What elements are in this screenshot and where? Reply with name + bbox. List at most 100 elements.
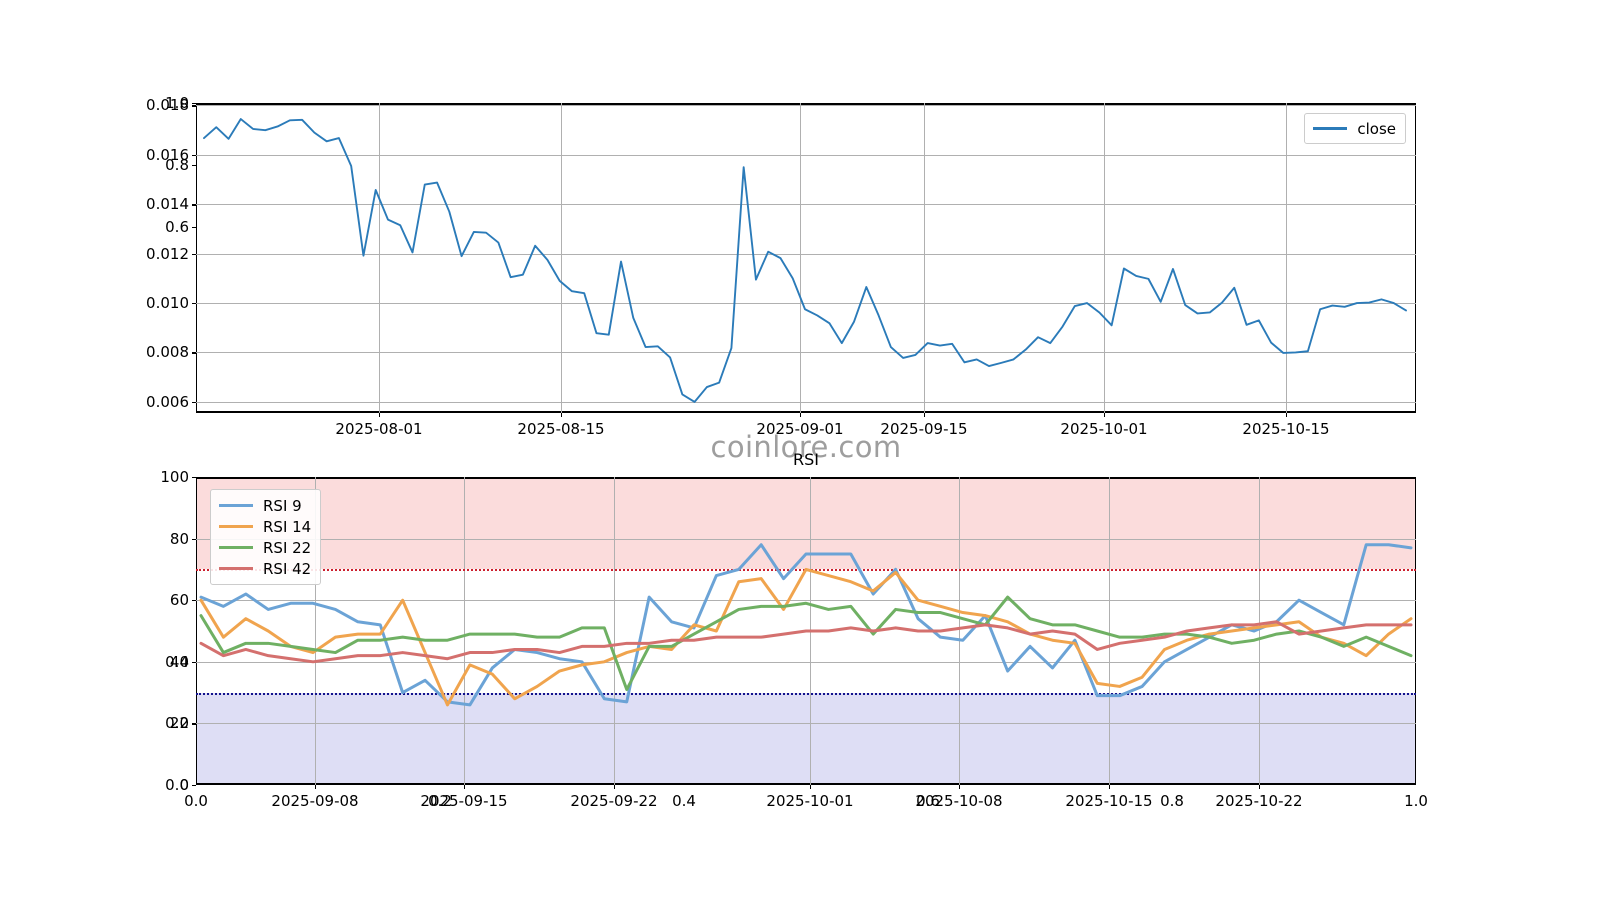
y-axis-tickmark — [192, 538, 196, 540]
rsi-vgridline-2 — [614, 477, 615, 785]
y-axis-secondary-label: 0.8 — [165, 156, 189, 174]
rsi-line-rsi-14 — [199, 567, 1413, 707]
x-axis-label: 2025-09-15 — [880, 420, 968, 438]
price-gridline-0.014 — [196, 204, 1416, 206]
x-axis-label: 2025-09-15 — [420, 792, 508, 810]
legend-entry-label: RSI 14 — [263, 517, 312, 536]
price-gridline-0.016 — [196, 154, 1416, 156]
legend-entry[interactable]: RSI 14 — [219, 516, 311, 537]
x-axis-label: 2025-08-15 — [517, 420, 605, 438]
y-axis-label: 0.006 — [146, 392, 189, 411]
rsi-chart-title: RSI — [793, 450, 819, 469]
price-vgridline-4 — [1104, 103, 1105, 413]
y-axis-tickmark — [192, 253, 196, 255]
y-axis-tickmark — [192, 204, 196, 206]
y-axis-tickmark — [192, 352, 196, 354]
price-line-close — [203, 118, 1407, 403]
legend-entry[interactable]: RSI 9 — [219, 495, 311, 516]
legend-entry[interactable]: RSI 22 — [219, 537, 311, 558]
legend-entry-label: close — [1357, 119, 1396, 138]
y-axis-tickmark — [192, 600, 196, 602]
y-axis-tickmark — [192, 105, 196, 107]
rsi-band-undefined — [196, 692, 1416, 785]
x-axis-label: 0.6 — [916, 792, 940, 810]
y-axis-tickmark — [192, 723, 196, 725]
y-axis-tickmark — [192, 103, 196, 105]
y-axis-tickmark — [192, 785, 196, 787]
rsi-vgridline-4 — [959, 477, 960, 785]
y-axis-tickmark — [192, 154, 196, 157]
legend-color-swatch — [219, 546, 253, 549]
coinlore-watermark: coinlore.com — [710, 430, 902, 464]
y-axis-label: 0.008 — [146, 343, 189, 362]
x-axis-tickmark — [379, 413, 381, 417]
y-axis-label: 60 — [169, 591, 189, 610]
price-axes-top-spine — [196, 103, 1416, 105]
legend-color-swatch — [1313, 127, 1348, 130]
x-axis-label: 2025-10-08 — [915, 792, 1003, 810]
rsi-axes-top-spine — [196, 477, 1416, 479]
y-axis-tickmark — [192, 227, 196, 229]
x-axis-label: 2025-08-01 — [335, 420, 423, 438]
x-axis-tickmark — [1286, 413, 1288, 417]
x-axis-label: 2025-10-01 — [1060, 420, 1148, 438]
price-axes-bottom-spine — [196, 411, 1416, 413]
rsi-line-rsi-22 — [199, 595, 1413, 692]
x-axis-label: 2025-10-15 — [1065, 792, 1153, 810]
x-axis-label: 2025-09-01 — [756, 420, 844, 438]
x-axis-label: 2025-09-22 — [570, 792, 658, 810]
x-axis-label: 2025-10-15 — [1242, 420, 1330, 438]
x-axis-label: 0.0 — [184, 792, 208, 810]
x-axis-tickmark — [561, 413, 563, 417]
y-axis-secondary-label: 0.4 — [165, 652, 189, 671]
legend-color-swatch — [219, 504, 253, 507]
y-axis-label: 0.010 — [146, 294, 189, 313]
price-gridline-0.012 — [196, 253, 1416, 255]
legend-entry[interactable]: close — [1313, 119, 1396, 138]
x-axis-label: 0.2 — [428, 792, 452, 810]
x-axis-label: 0.8 — [1160, 792, 1184, 810]
y-axis-label: 0.018 — [146, 96, 189, 115]
x-axis-tickmark — [810, 785, 812, 789]
price-chart-legend: close — [1304, 113, 1406, 144]
rsi-vgridline-1 — [464, 477, 465, 785]
rsi-gridline-40 — [196, 661, 1416, 663]
y-axis-label: 100 — [160, 468, 189, 486]
y-axis-secondary-label: 1.0 — [165, 94, 189, 112]
y-axis-tickmark — [192, 401, 196, 404]
price-gridline-0.01 — [196, 303, 1416, 305]
y-axis-label: 20 — [169, 714, 189, 733]
x-axis-tickmark — [1104, 413, 1106, 417]
x-axis-label: 2025-10-22 — [1215, 792, 1303, 810]
price-gridline-0.018 — [196, 105, 1416, 107]
y-axis-tickmark — [192, 303, 196, 305]
x-axis-tickmark — [614, 785, 616, 789]
rsi-vgridline-6 — [1259, 477, 1260, 785]
x-axis-tickmark — [1109, 785, 1111, 789]
price-vgridline-0 — [379, 103, 380, 413]
price-gridline-0.006 — [196, 401, 1416, 403]
rsi-chart-axes: 0 20 40 60 80 100 0.0 0.2 0.4 2025-09-08 2025-09… — [160, 468, 1428, 810]
price-vgridline-5 — [1286, 103, 1287, 413]
rsi-gridline-20 — [196, 723, 1416, 725]
y-axis-label: 40 — [169, 652, 189, 671]
rsi-gridline-60 — [196, 600, 1416, 602]
x-axis-tickmark — [924, 413, 926, 417]
price-vgridline-3 — [924, 103, 925, 413]
price-close-line — [203, 118, 1407, 403]
rsi-gridline-80 — [196, 538, 1416, 540]
legend-entry[interactable]: RSI 42 — [219, 558, 311, 579]
legend-entry-label: RSI 22 — [263, 538, 312, 557]
x-axis-label: 2025-10-01 — [766, 792, 854, 810]
y-axis-secondary-label: 0.0 — [165, 776, 189, 794]
y-axis-label: 0.012 — [146, 244, 189, 263]
rsi-chart-legend: RSI 9 RSI 14 RSI 22 RSI 42 — [210, 489, 322, 585]
price-chart-axes: 0.006 0.008 0.010 0.012 0.014 0.016 0.018 0.6 0… — [146, 94, 1416, 438]
rsi-axes-right-spine — [1414, 477, 1416, 785]
x-axis-tickmark — [1259, 785, 1261, 789]
x-axis-tickmark — [959, 785, 961, 789]
price-vgridline-1 — [561, 103, 562, 413]
y-axis-tickmark — [192, 477, 196, 479]
y-axis-tickmark — [192, 661, 196, 664]
